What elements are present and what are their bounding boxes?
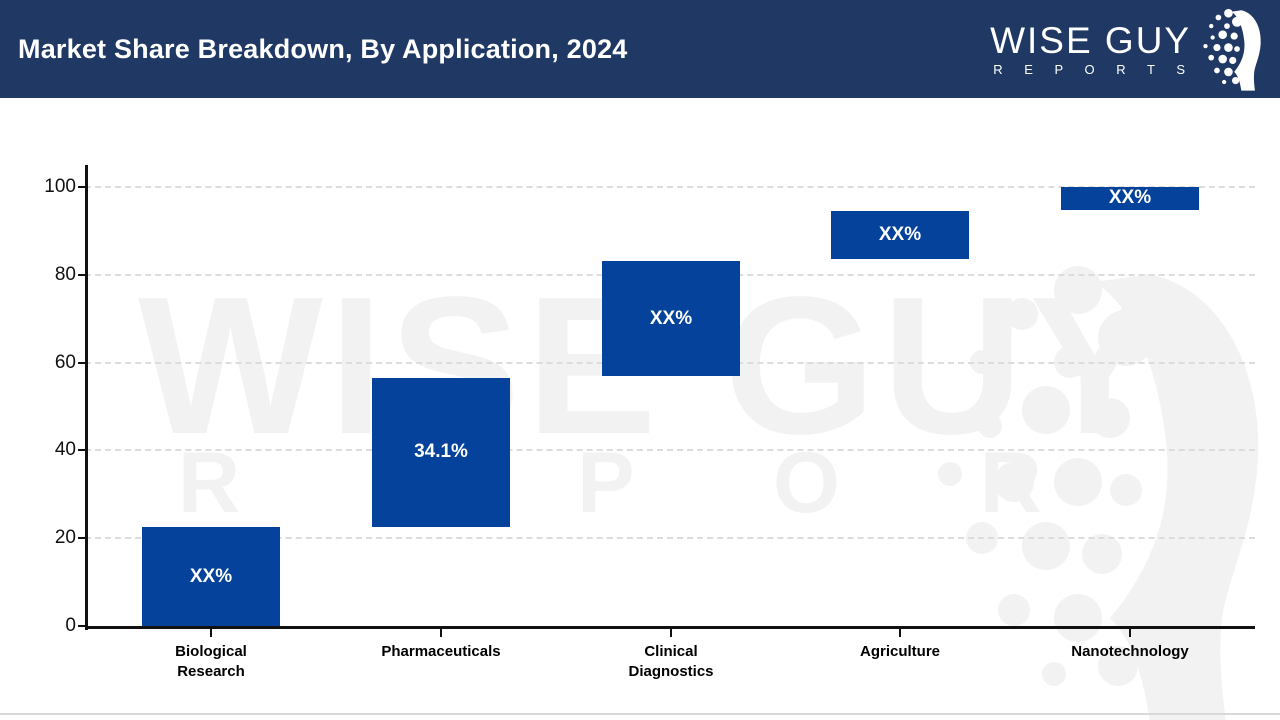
x-tick-mark bbox=[210, 629, 212, 637]
x-category-label-line: Research bbox=[177, 663, 245, 680]
bar-value-label: 34.1% bbox=[414, 441, 468, 463]
y-tick-label: 80 bbox=[54, 263, 76, 285]
y-tick-mark bbox=[78, 625, 85, 627]
page-title: Market Share Breakdown, By Application, … bbox=[18, 33, 628, 64]
plot-area: 0 20 40 60 80 100 XX% Biological Research 34.1% Ph… bbox=[0, 98, 1280, 714]
bar-clinical-diagnostics: XX% bbox=[602, 261, 740, 377]
y-tick-mark bbox=[78, 186, 85, 188]
y-tick-mark bbox=[78, 449, 85, 452]
logo-head-icon bbox=[1203, 8, 1261, 91]
wiseguy-logo: WISE GUY R E P O R T S bbox=[987, 6, 1264, 92]
y-tick-mark bbox=[78, 361, 85, 364]
y-tick-label: 40 bbox=[54, 439, 76, 461]
logo-subtext: R E P O R T S bbox=[993, 62, 1194, 77]
bar-value-label: XX% bbox=[649, 307, 693, 329]
bar-value-label: XX% bbox=[1108, 187, 1152, 209]
y-tick-mark bbox=[78, 537, 85, 540]
x-category-label-line: Diagnostics bbox=[628, 663, 714, 680]
x-tick-mark bbox=[670, 629, 672, 637]
x-axis-line bbox=[85, 626, 1255, 629]
y-tick-label: 0 bbox=[65, 615, 76, 636]
bar-pharmaceuticals: 34.1% bbox=[372, 377, 510, 528]
gridline-20 bbox=[85, 537, 1255, 540]
bar-value-label: XX% bbox=[189, 565, 233, 587]
y-tick-label: 20 bbox=[54, 527, 76, 549]
bar-biological-research: XX% bbox=[142, 527, 280, 626]
x-category-label-line: Pharmaceuticals bbox=[381, 643, 501, 660]
y-tick-label: 100 bbox=[44, 176, 76, 197]
x-category-label: Pharmaceuticals bbox=[331, 642, 551, 662]
bar-value-label: XX% bbox=[878, 224, 922, 246]
x-category-label-line: Nanotechnology bbox=[1071, 643, 1189, 660]
y-axis-line bbox=[85, 165, 88, 630]
x-tick-mark bbox=[440, 629, 442, 637]
x-category-label: Clinical Diagnostics bbox=[561, 642, 781, 682]
logo-wordmark: WISE GUY R E P O R T S bbox=[987, 22, 1194, 76]
x-tick-mark bbox=[899, 629, 901, 637]
y-tick-label: 60 bbox=[54, 351, 76, 373]
bar-agriculture: XX% bbox=[831, 211, 969, 259]
x-category-label-line: Clinical bbox=[644, 643, 698, 660]
y-tick-mark bbox=[78, 273, 85, 276]
x-category-label: Biological Research bbox=[101, 642, 321, 682]
x-category-label-line: Agriculture bbox=[859, 643, 940, 660]
bar-nanotechnology: XX% bbox=[1061, 187, 1199, 210]
watermark-head-icon bbox=[938, 266, 1259, 720]
logo-name: WISE GUY bbox=[990, 20, 1192, 61]
gridline-40 bbox=[85, 449, 1255, 452]
x-tick-mark bbox=[1129, 629, 1131, 637]
x-category-label-line: Biological bbox=[175, 643, 247, 660]
gridline-100 bbox=[85, 186, 1255, 188]
x-category-label: Nanotechnology bbox=[1020, 642, 1240, 662]
x-category-label: Agriculture bbox=[790, 642, 1010, 662]
header-bar: Market Share Breakdown, By Application, … bbox=[0, 0, 1280, 98]
bottom-divider bbox=[0, 713, 1280, 715]
